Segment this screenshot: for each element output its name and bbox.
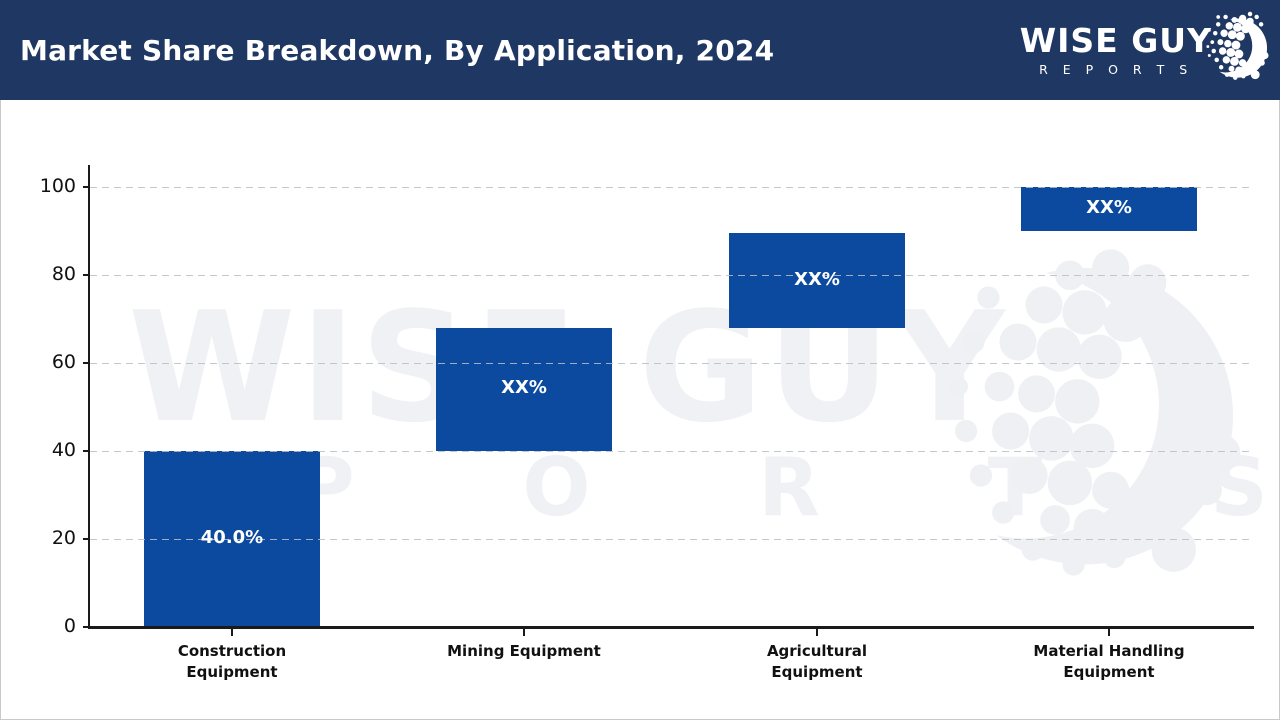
logo-wordmark: WISE GUY [1019,21,1212,60]
gridline-60 [90,363,1253,364]
bar-value-label: 40.0% [200,527,264,548]
x-category-label: Agricultural Equipment [671,641,963,683]
gridline-40 [90,451,1253,452]
gridline-100 [90,187,1253,188]
logo-subtext: R E P O R T S [1039,62,1193,77]
wise-guy-logo: WISE GUY R E P O R T S [1020,8,1270,94]
bar-mining-equipment [436,327,612,451]
x-tick-0 [231,629,233,636]
y-tick-20 [83,538,90,540]
x-tick-3 [1108,629,1110,636]
bar-agricultural-equipment [729,233,905,328]
x-category-label-line: Material Handling [1033,642,1185,660]
x-tick-2 [816,629,818,636]
y-tick-label-20: 20 [51,527,76,549]
x-category-label-line: Mining Equipment [447,642,601,660]
y-tick-0 [83,626,90,628]
x-category-label-line: Equipment [771,663,863,681]
y-tick-label-80: 80 [51,263,76,285]
dotted-head-icon [1196,8,1270,94]
chart-area: WISE GUY P O R T S [0,100,1280,720]
watermark-head-icon [877,216,1248,646]
x-category-label-line: Equipment [1063,663,1155,681]
bar-value-label: XX% [794,268,840,290]
bar-value-label: XX% [1086,197,1132,218]
y-axis [88,165,90,628]
y-tick-100 [83,186,90,188]
y-tick-label-100: 100 [39,175,76,197]
gridline-80 [90,275,1253,276]
y-tick-label-0: 0 [63,615,76,637]
y-tick-label-40: 40 [51,439,76,461]
x-category-label: Material Handling Equipment [963,641,1255,683]
x-category-label-line: Construction [177,642,287,660]
y-tick-80 [83,274,90,276]
logo-text: WISE GUY R E P O R T S [1020,24,1212,77]
x-axis [88,626,1254,629]
x-category-label-line: Agricultural [766,642,868,660]
x-category-label: Construction Equipment [86,641,378,683]
x-tick-1 [523,629,525,636]
y-tick-label-60: 60 [51,351,76,373]
bar-material-handling-equipment [1021,187,1197,231]
page-title: Market Share Breakdown, By Application, … [20,33,775,67]
y-tick-60 [83,362,90,364]
bar-value-label: XX% [501,377,547,399]
header: Market Share Breakdown, By Application, … [0,0,1280,100]
x-category-label: Mining Equipment [378,641,670,662]
x-category-label-line: Equipment [186,663,278,681]
gridline-20 [90,539,1253,540]
plot: WISE GUY P O R T S [1,100,1279,719]
y-tick-40 [83,450,90,452]
